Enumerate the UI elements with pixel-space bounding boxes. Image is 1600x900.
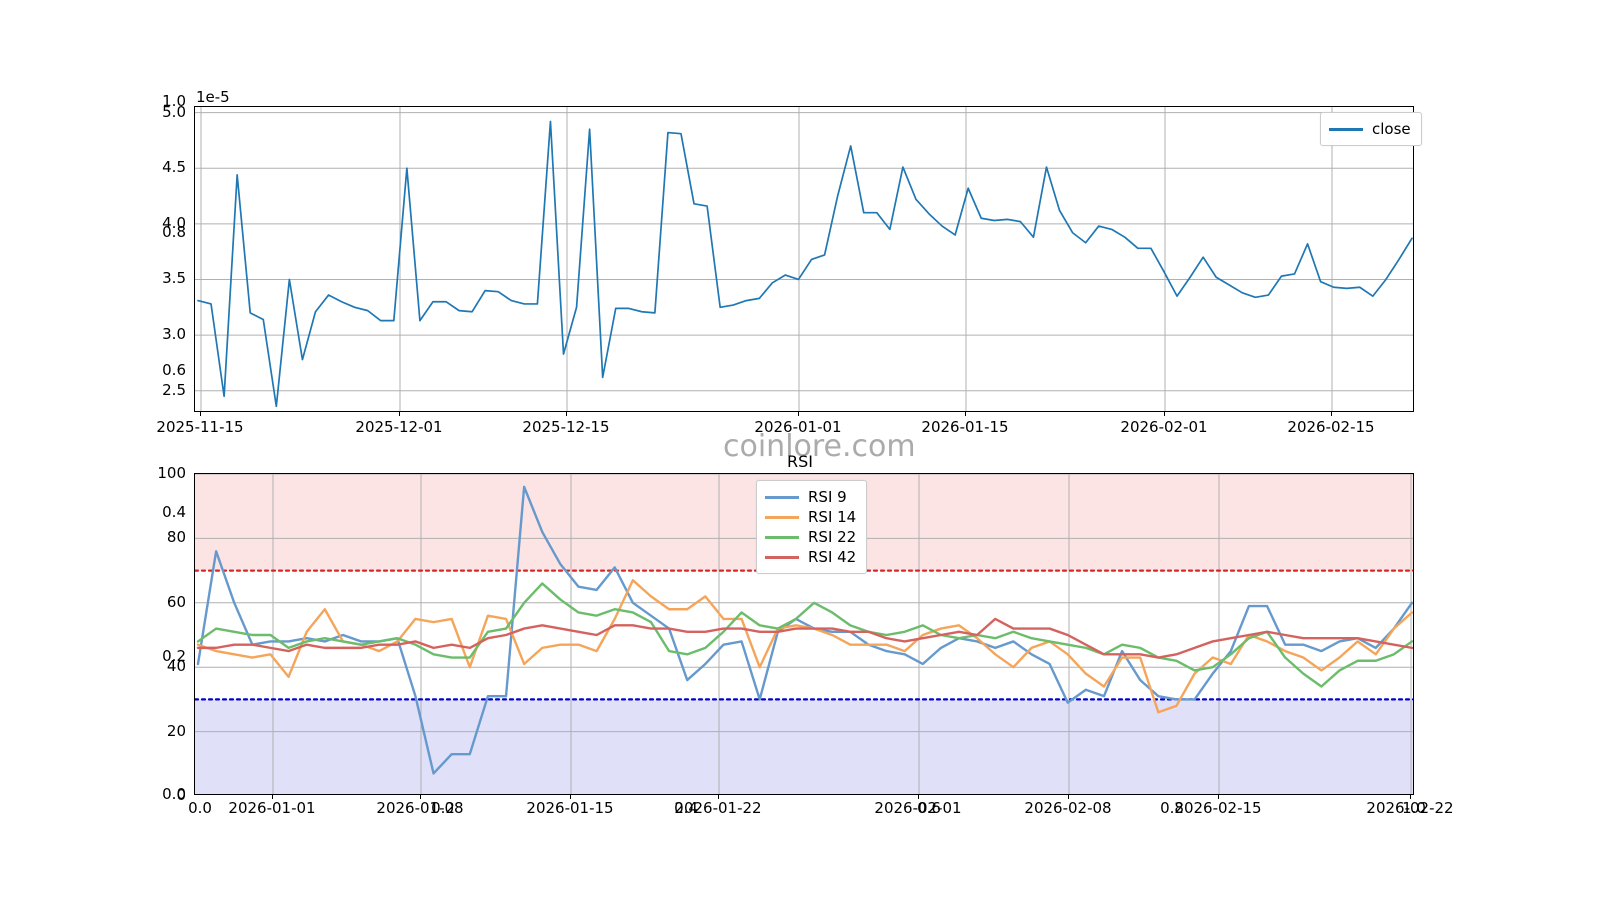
legend-line-swatch [1329,127,1363,131]
rsi-y-tick: 80 [166,528,186,547]
price-axis-offset-label: 1e-5 [196,88,230,106]
rsi-x-tickmark [918,795,919,799]
rsi-legend-label: RSI 22 [808,527,857,546]
watermark-coinlore: coinlore.com [723,429,916,464]
rsi-x-tick: 2026-01-01 [228,799,316,817]
price-y-tick: 3.5 [162,269,186,288]
price-x-tickmark [200,412,201,416]
rsi-x-tickmark [272,795,273,799]
legend-line-swatch [765,535,799,539]
price-chart-plot [195,107,1413,411]
price-y-tick: 4.5 [162,158,186,177]
rsi-x-tick: 2026-02-01 [874,799,962,817]
legend-line-swatch [765,495,799,499]
rsi-y-tick: 40 [166,657,186,676]
rsi-x-tick: 2026-02-22 [1366,799,1454,817]
price-y-tick: 3.0 [162,325,186,344]
rsi-x-tick: 2026-02-15 [1174,799,1262,817]
legend-line-swatch [765,515,799,519]
price-x-tickmark [566,412,567,416]
price-y-tick-secondary: 0.6 [162,361,186,379]
price-x-tickmark [798,412,799,416]
rsi-y-tick-secondary: 0.2 [162,647,186,665]
price-chart-panel [194,106,1414,412]
rsi-legend-item[interactable]: RSI 22 [765,527,856,547]
rsi-x-tick-secondary: 1.0 [1402,799,1426,817]
rsi-x-tick: 2026-01-08 [376,799,464,817]
rsi-y-tick-secondary: 0.0 [162,785,186,803]
price-x-tickmark [1164,412,1165,416]
price-x-tick: 2025-12-15 [522,418,610,436]
rsi-x-tick-secondary: 0.0 [188,799,212,817]
rsi-x-tickmark [420,795,421,799]
rsi-panel-title: RSI [787,452,813,471]
price-x-tick: 2026-02-01 [1120,418,1208,436]
price-x-tickmark [399,412,400,416]
rsi-legend-item[interactable]: RSI 9 [765,487,856,507]
rsi-y-tick: 20 [166,721,186,740]
price-y-tick-secondary: 0.8 [162,223,186,241]
price-x-tick: 2025-11-15 [156,418,244,436]
rsi-x-tick-secondary: 0.8 [1160,799,1184,817]
price-y-tick: 2.5 [162,380,186,399]
rsi-legend-label: RSI 9 [808,487,847,506]
price-y-tick-secondary: 1.0 [162,92,186,110]
price-x-tickmark [1331,412,1332,416]
rsi-y-tick-secondary: 0.4 [162,503,186,521]
rsi-x-tickmark [718,795,719,799]
price-x-tickmark [965,412,966,416]
price-x-tick: 2026-01-15 [921,418,1009,436]
rsi-legend-label: RSI 14 [808,507,857,526]
rsi-x-tick-secondary: 0.2 [431,799,455,817]
rsi-y-tick: 60 [166,592,186,611]
rsi-x-tick: 2026-01-15 [526,799,614,817]
rsi-x-tick-secondary: 0.6 [917,799,941,817]
rsi-x-tickmark [1068,795,1069,799]
price-y-tick: 4.0 [162,213,186,232]
rsi-x-tick: 2026-01-22 [674,799,762,817]
price-y-tick: 5.0 [162,102,186,121]
rsi-y-tick: 0 [176,786,186,804]
rsi-x-tick: 2026-02-08 [1024,799,1112,817]
rsi-legend-item[interactable]: RSI 42 [765,547,856,567]
legend-line-swatch [765,555,799,559]
rsi-x-tick-secondary: 0.4 [674,799,698,817]
rsi-x-tickmark [1410,795,1411,799]
rsi-chart-legend[interactable]: RSI 9 RSI 14 RSI 22 RSI 42 [756,480,868,574]
price-legend-label: close [1372,119,1411,138]
rsi-x-tickmark [570,795,571,799]
price-x-tick: 2026-02-15 [1287,418,1375,436]
price-chart-legend[interactable]: close [1320,112,1422,146]
rsi-y-tick: 100 [157,464,186,482]
price-x-tick: 2026-01-01 [754,418,842,436]
rsi-x-tickmark [1218,795,1219,799]
price-legend-item[interactable]: close [1329,119,1411,139]
price-x-tick: 2025-12-01 [355,418,443,436]
rsi-legend-label: RSI 42 [808,547,857,566]
rsi-legend-item[interactable]: RSI 14 [765,507,856,527]
